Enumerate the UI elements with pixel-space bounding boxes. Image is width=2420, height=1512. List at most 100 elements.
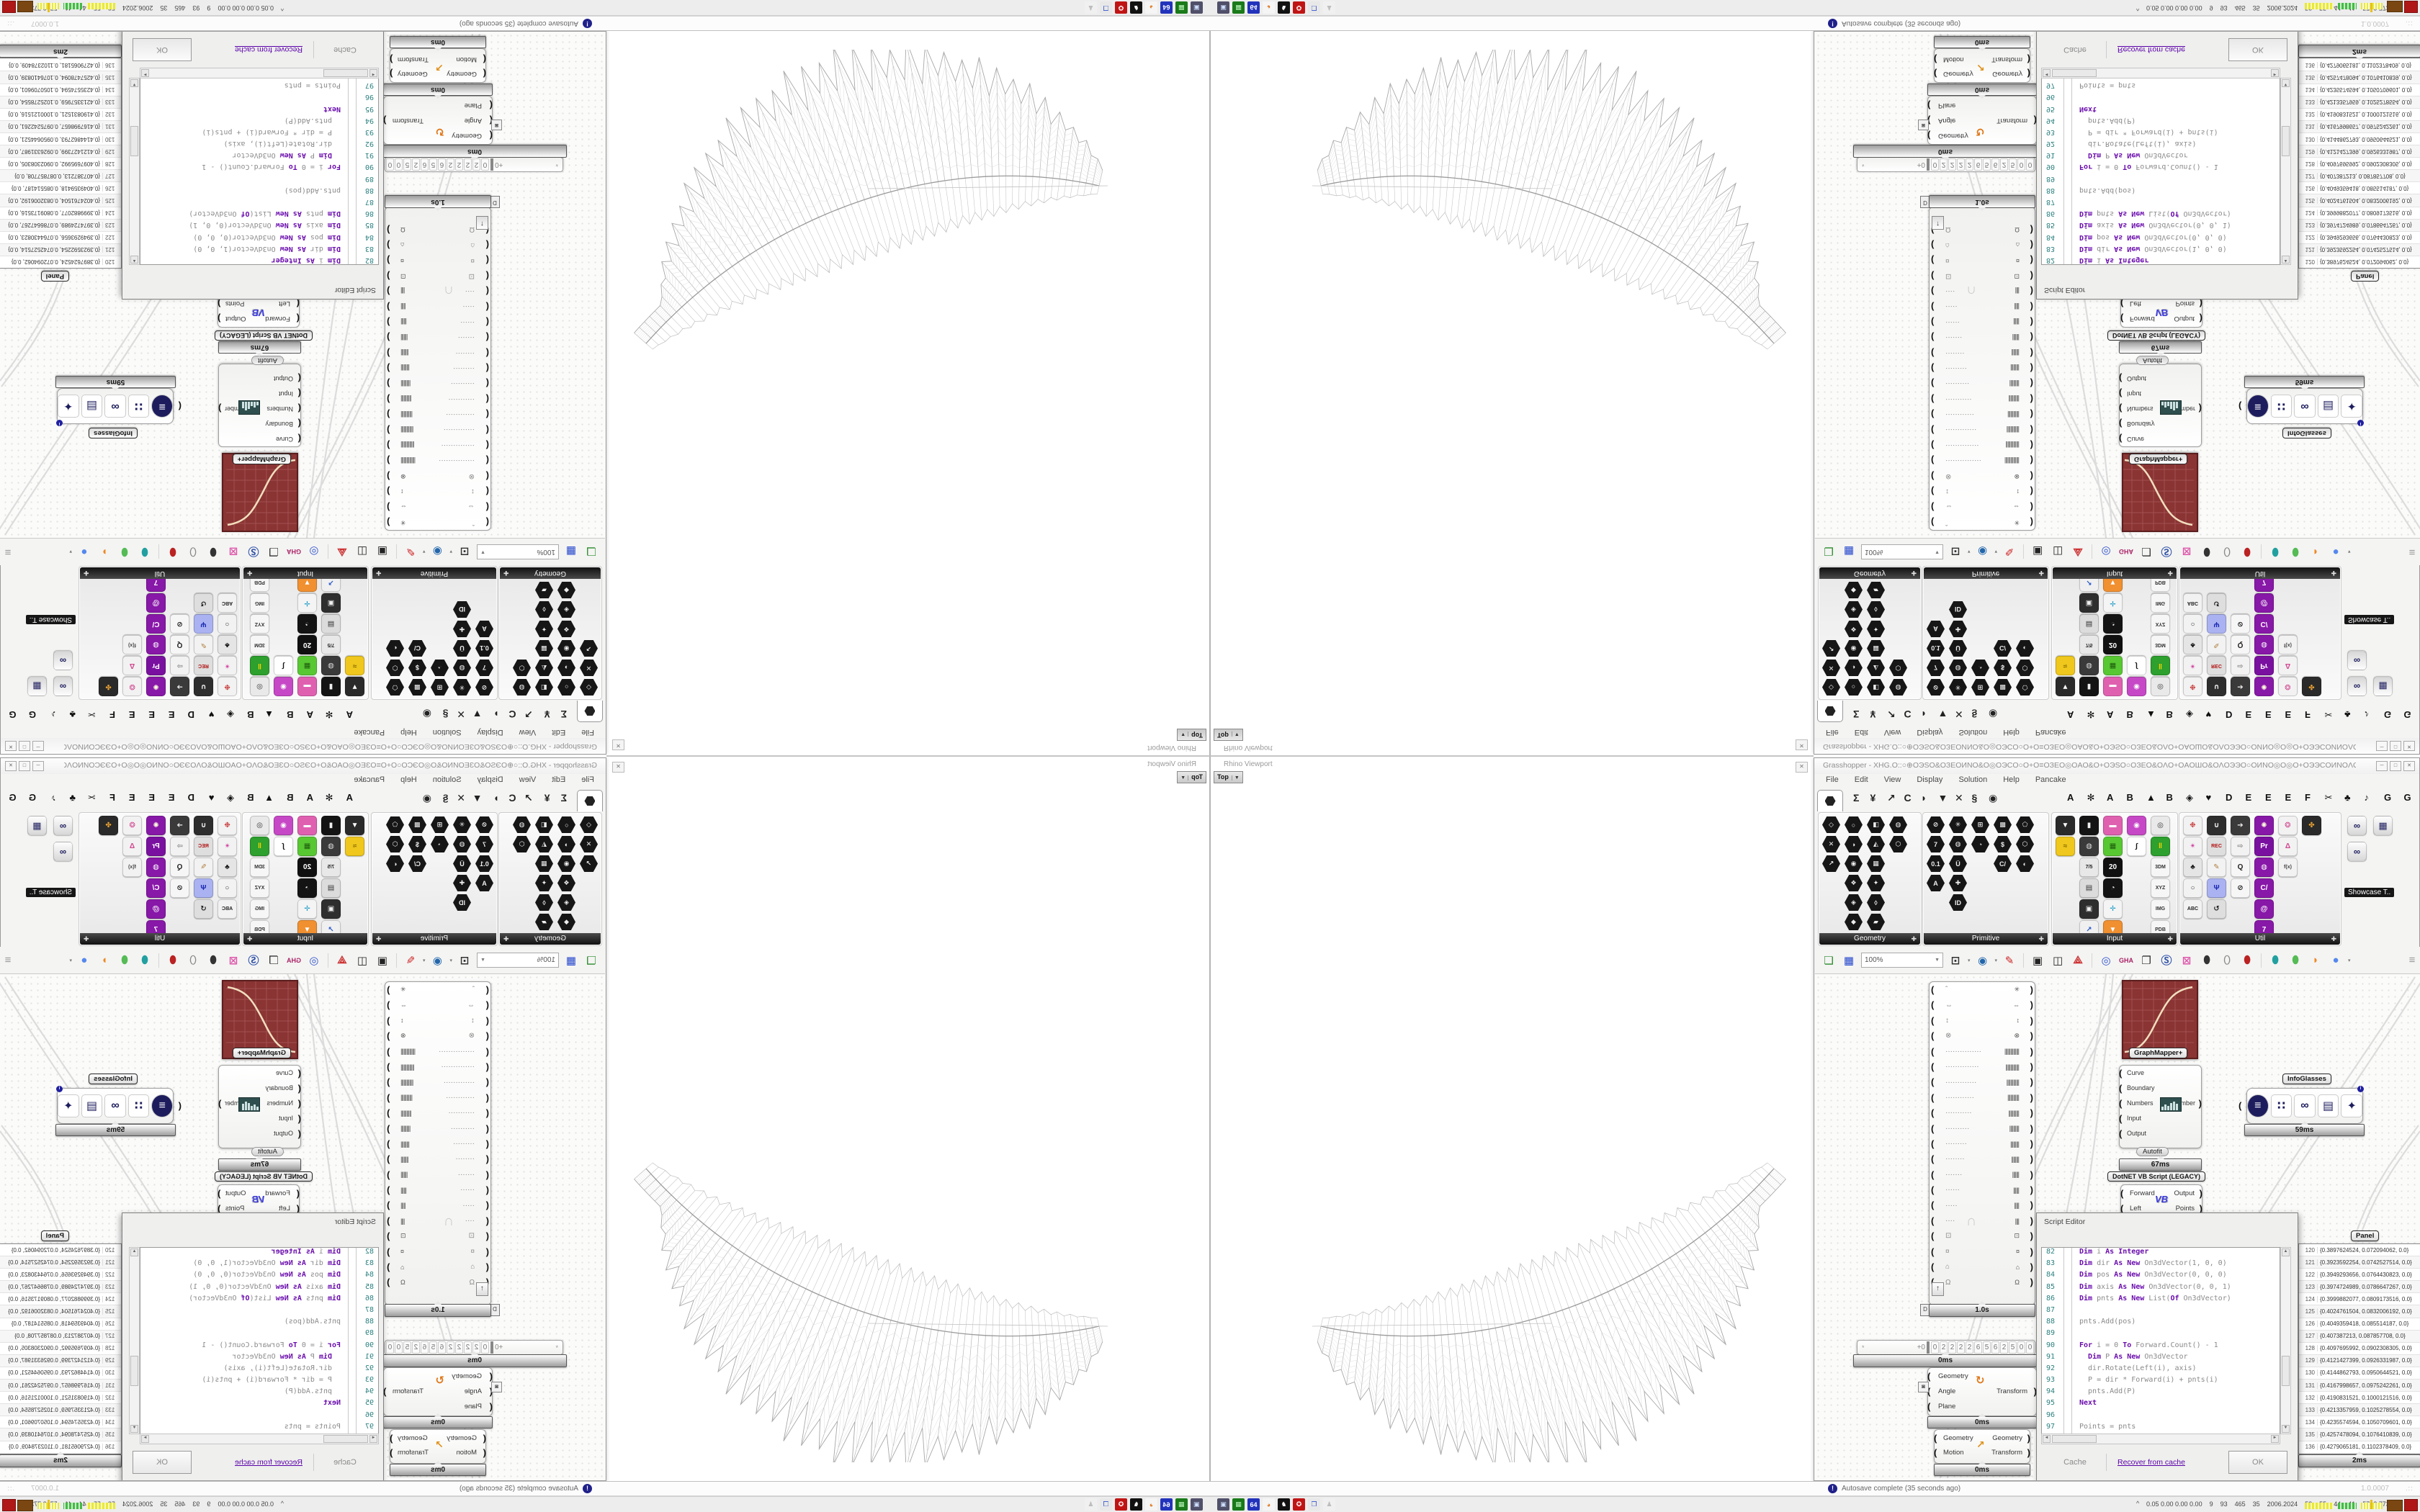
output-grip[interactable]: ): [390, 1447, 393, 1458]
input-grip[interactable]: (: [1931, 1014, 1935, 1026]
component-icon[interactable]: $: [1994, 836, 2012, 852]
scroller-digit[interactable]: 6: [1991, 158, 1999, 171]
taskbar-app-icon-0[interactable]: ▣: [1217, 1, 1229, 14]
horizontal-scrollbar[interactable]: ◄ ►: [2041, 68, 2280, 78]
component-icon[interactable]: ◍: [2079, 656, 2099, 675]
h-scroll-thumb[interactable]: [323, 69, 368, 77]
component-icon[interactable]: ⊘: [475, 679, 493, 696]
output-grip[interactable]: ): [387, 1045, 390, 1057]
toolbar-icon-7[interactable]: ▣: [2032, 954, 2043, 967]
grasshopper-canvas[interactable]: (ˆ ✳)(⇔ ⇔)(↕ ↕)(⊗ ⊗)(··············· ||||||||…: [0, 32, 605, 538]
component-icon[interactable]: ▦: [1867, 855, 1885, 872]
input-grip[interactable]: (: [485, 393, 489, 405]
component-icon[interactable]: ↗: [1822, 855, 1840, 872]
taskbar-app-icon-0[interactable]: ▣: [1217, 1498, 1229, 1511]
input-grip[interactable]: (: [1931, 1169, 1935, 1180]
scroll-down-icon[interactable]: ▼: [2282, 1425, 2290, 1433]
maximize-button[interactable]: □: [2390, 741, 2401, 751]
output-grip[interactable]: ): [387, 1107, 390, 1119]
taskbar-app-icon-3[interactable]: ◕: [1145, 1498, 1157, 1511]
showcase-icon[interactable]: ∞: [2347, 842, 2367, 861]
menu-item-display[interactable]: Display: [477, 728, 503, 737]
output-grip[interactable]: ): [2030, 1138, 2033, 1149]
component-icon[interactable]: ➔: [2231, 816, 2250, 835]
output-grip[interactable]: ): [387, 1184, 390, 1196]
input-grip[interactable]: (: [297, 388, 301, 399]
tab-icon-8[interactable]: ◉: [422, 792, 431, 804]
taskbar-app-icon-7[interactable]: ♟: [1323, 1, 1335, 14]
graph-mapper[interactable]: [222, 453, 298, 532]
component-icon[interactable]: 0.1: [1927, 640, 1945, 657]
toolbar-icon-22[interactable]: ◗: [101, 546, 108, 558]
graph-mapper[interactable]: [222, 980, 298, 1059]
toolbar-icon-8[interactable]: ◫: [357, 545, 368, 558]
component-icon[interactable]: ✚: [1949, 875, 1967, 891]
grasshopper-titlebar[interactable]: Grasshopper - XHG.O::○⊕OЭSO&OЗЕOИNO&O◎OЭ…: [1, 738, 606, 754]
component-icon[interactable]: ◐: [386, 640, 404, 657]
tab-plugin-4[interactable]: ▲: [2146, 709, 2156, 720]
component-icon[interactable]: ⬡: [1889, 660, 1907, 676]
minimize-button[interactable]: ─: [2376, 761, 2388, 771]
component-icon[interactable]: 20: [2103, 635, 2123, 654]
component-icon[interactable]: ▩: [1994, 816, 2012, 833]
tab-plugin-8[interactable]: D: [187, 792, 194, 803]
component-icon[interactable]: ≈: [345, 656, 364, 675]
component-icon[interactable]: ≈: [2056, 837, 2075, 856]
component-icon[interactable]: ✕: [580, 836, 598, 852]
component-icon[interactable]: XYZ: [250, 614, 269, 634]
input-grip[interactable]: (: [485, 455, 489, 467]
showcase-icon[interactable]: ∞: [53, 816, 73, 835]
output-grip[interactable]: ): [387, 1030, 390, 1042]
toolbar-icon-13[interactable]: ❐: [269, 545, 279, 558]
component-icon[interactable]: ◉: [2127, 816, 2146, 835]
infoglasses-component[interactable]: (≡ ∷ ∞ i ▤ ✦: [56, 388, 182, 426]
input-grip[interactable]: (: [485, 316, 489, 328]
input-grip[interactable]: (: [1931, 393, 1935, 405]
component-icon[interactable]: ◧: [1867, 816, 1885, 833]
output-grip[interactable]: ): [218, 298, 221, 309]
output-grip[interactable]: ): [390, 68, 393, 79]
maximize-button[interactable]: □: [19, 761, 30, 771]
component-icon[interactable]: ✛: [2103, 593, 2123, 613]
input-grip[interactable]: (: [1934, 68, 1937, 79]
component-icon[interactable]: ✺: [146, 816, 166, 835]
input-grip[interactable]: (: [1931, 1092, 1935, 1103]
taskbar-app-icon-2[interactable]: 64: [1160, 1498, 1173, 1511]
input-grip[interactable]: (: [296, 1188, 300, 1199]
component-icon[interactable]: @: [2254, 899, 2274, 919]
component-icon[interactable]: ✳: [453, 679, 471, 696]
toolbar-icon-16[interactable]: ⬮: [2203, 546, 2210, 558]
component-icon[interactable]: ✤: [2302, 816, 2321, 835]
output-grip[interactable]: ): [2030, 1200, 2033, 1211]
input-grip[interactable]: (: [1927, 1371, 1931, 1382]
input-grip[interactable]: (: [485, 1200, 489, 1211]
component-icon[interactable]: @: [2254, 593, 2274, 613]
menu-item-pancake[interactable]: Pancake: [354, 728, 385, 737]
input-grip[interactable]: (: [1931, 424, 1935, 436]
component-icon[interactable]: 7: [475, 836, 493, 852]
scroller-digit[interactable]: 0: [2026, 158, 2034, 171]
tab-plugin-7[interactable]: ♥: [208, 709, 215, 720]
tab-icon-7[interactable]: §: [1971, 792, 1978, 804]
scroller-digit[interactable]: 2: [455, 158, 463, 171]
output-grip[interactable]: ): [218, 1188, 221, 1199]
scroller-digit[interactable]: 2: [1948, 1341, 1956, 1354]
scroller-digit[interactable]: 6: [421, 158, 429, 171]
input-grip[interactable]: (: [485, 378, 489, 390]
menu-item-edit[interactable]: Edit: [1854, 728, 1868, 737]
output-grip[interactable]: ): [2199, 313, 2202, 324]
component-icon[interactable]: ⬠: [2016, 679, 2034, 696]
component-icon[interactable]: f(x): [2278, 858, 2298, 877]
component-icon[interactable]: ◭: [1867, 660, 1885, 676]
scroll-right-icon[interactable]: ►: [2271, 69, 2279, 77]
component-icon[interactable]: ∪: [194, 816, 213, 835]
output-grip[interactable]: ): [2199, 1188, 2202, 1199]
scroller-digit[interactable]: 0: [2026, 1341, 2034, 1354]
component-icon[interactable]: ▰: [535, 582, 553, 598]
tray-expand-icon[interactable]: ^: [2136, 1500, 2140, 1507]
output-grip[interactable]: ): [387, 378, 390, 390]
input-grip[interactable]: (: [1931, 286, 1935, 297]
component-icon[interactable]: ◈: [1845, 894, 1863, 911]
component-icon[interactable]: ❖: [557, 875, 575, 891]
point-list-panel[interactable]: 120 {0.3897624524, 0.072094062, 0.0} 121 {0…: [0, 58, 122, 269]
